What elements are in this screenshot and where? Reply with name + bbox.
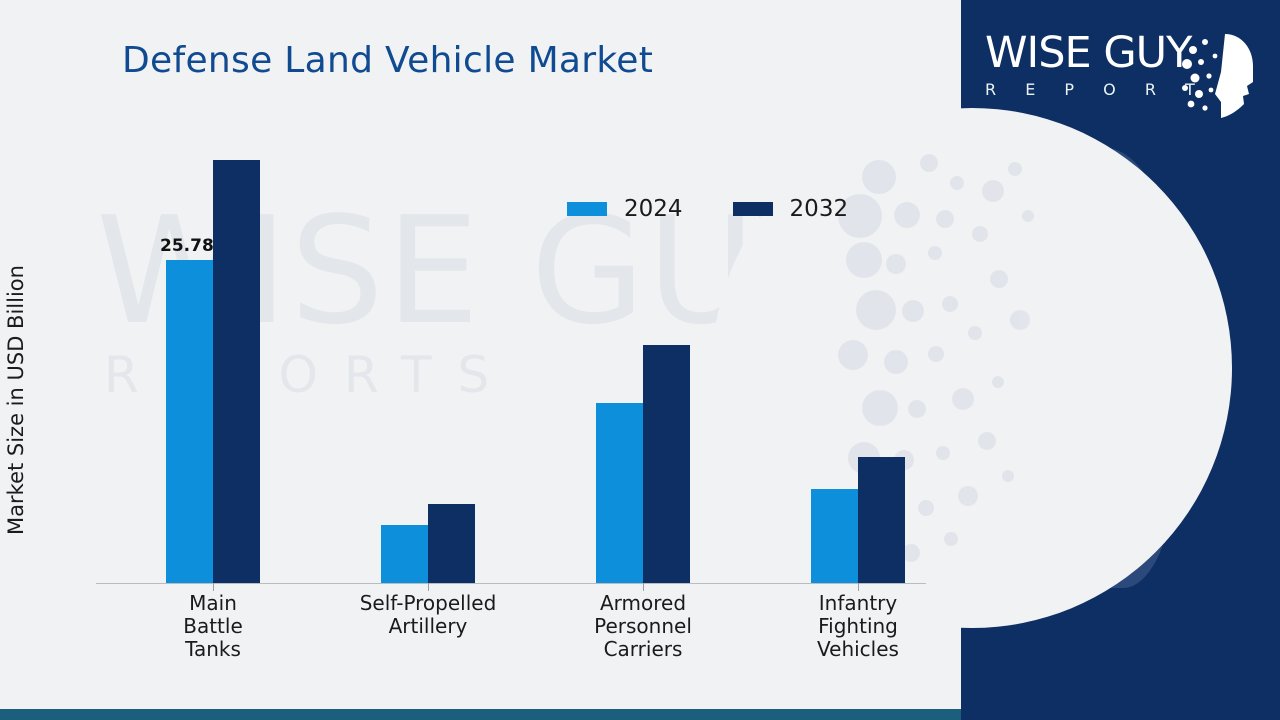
decorative-dot [978, 432, 996, 450]
logo-subtitle: R E P O R T S [985, 80, 1247, 99]
decorative-dot [856, 290, 896, 330]
page-title: Defense Land Vehicle Market [122, 40, 654, 81]
bar-value-label: 25.78 [160, 236, 214, 257]
decorative-dot [928, 246, 942, 260]
decorative-dot [862, 160, 896, 194]
decorative-dot [958, 486, 978, 506]
decorative-dot [838, 340, 868, 370]
bar-2032[interactable] [428, 504, 475, 583]
decorative-dot [838, 194, 882, 238]
decorative-dot [944, 532, 958, 546]
logo-wordmark: WISE GUY [985, 28, 1192, 78]
bar-group [811, 120, 905, 583]
x-axis-tick [428, 583, 429, 591]
legend-label-2024: 2024 [624, 196, 683, 222]
legend-swatch-2024 [567, 202, 607, 216]
bar-2032[interactable] [643, 345, 690, 583]
legend-label-2032: 2032 [789, 196, 849, 222]
decorative-dot [920, 154, 938, 172]
wiseguy-logo: WISE GUY R E P O R T S [985, 30, 1265, 122]
bar-2024[interactable] [811, 489, 858, 583]
bar-2024[interactable] [596, 402, 643, 583]
x-axis-category-label: Armored Personnel Carriers [594, 591, 692, 661]
decorative-dot [950, 176, 964, 190]
bar-group [381, 120, 475, 583]
legend-item-2024[interactable]: 2024 [567, 196, 683, 222]
decorative-dot [886, 254, 906, 274]
x-axis-tick [213, 583, 214, 591]
decorative-dot [928, 346, 944, 362]
bar-group [596, 120, 690, 583]
y-axis-label-text: Market Size in USD Billion [4, 265, 28, 535]
x-axis-line [96, 583, 926, 584]
legend-swatch-2032 [732, 202, 773, 216]
decorative-dot [1002, 470, 1014, 482]
bar-2032[interactable] [858, 456, 905, 583]
decorative-dot [894, 202, 920, 228]
decorative-dot [862, 390, 898, 426]
decorative-dot [918, 500, 934, 516]
decorative-dot [936, 210, 954, 228]
plot-area: 25.78 [96, 120, 926, 583]
decorative-dot [1010, 310, 1030, 330]
decorative-dot [846, 242, 882, 278]
decorative-dot [1022, 210, 1034, 222]
x-axis-tick [643, 583, 644, 591]
bar-2024[interactable] [166, 260, 213, 583]
decorative-circle [712, 108, 1232, 628]
logo-head-icon [1182, 34, 1253, 118]
decorative-dot [982, 180, 1004, 202]
bar-group: 25.78 [160, 120, 260, 583]
bar-2032[interactable] [213, 160, 260, 583]
decorative-dot [990, 270, 1008, 288]
decorative-dot [1008, 162, 1022, 176]
bottom-accent-bar [0, 709, 961, 720]
x-axis-tick [858, 583, 859, 591]
decorative-dot [942, 296, 958, 312]
bar-2024[interactable] [381, 525, 428, 583]
decorative-dot [972, 226, 988, 242]
x-axis-category-label: Main Battle Tanks [183, 591, 243, 661]
decorative-dot [992, 376, 1004, 388]
decorative-dot [884, 350, 908, 374]
decorative-dot [908, 400, 926, 418]
chart-legend: 2024 2032 [567, 196, 848, 222]
x-axis-category-label: Self-Propelled Artillery [359, 591, 497, 638]
bar-chart: Market Size in USD Billion 2024 2032 25.7… [0, 120, 961, 720]
decorative-dot [952, 388, 974, 410]
decorative-dot [968, 326, 982, 340]
decorative-dot [936, 446, 950, 460]
legend-item-2032[interactable]: 2032 [732, 196, 849, 222]
decorative-dot [902, 300, 924, 322]
decorative-dot [902, 544, 920, 562]
x-axis-category-label: Infantry Fighting Vehicles [817, 591, 899, 661]
